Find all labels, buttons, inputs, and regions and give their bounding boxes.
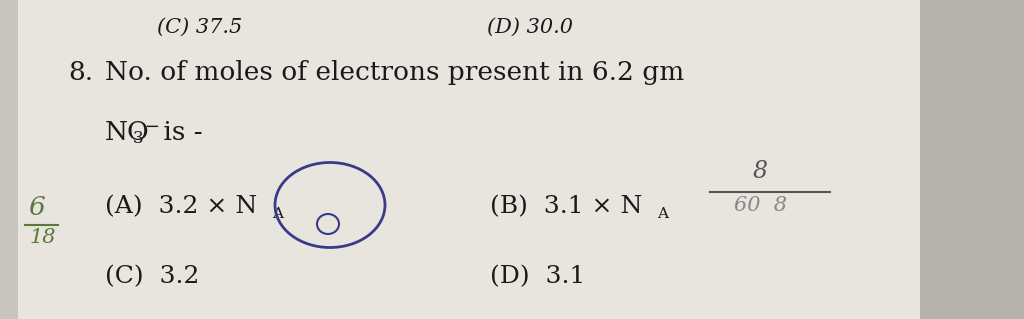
Text: (A)  3.2 × N: (A) 3.2 × N (105, 195, 257, 218)
FancyBboxPatch shape (920, 0, 1024, 319)
Text: No. of moles of electrons present in 6.2 gm: No. of moles of electrons present in 6.2… (105, 60, 684, 85)
Text: 3: 3 (133, 130, 143, 147)
Text: (D) 30.0: (D) 30.0 (487, 18, 573, 37)
Text: (C)  3.2: (C) 3.2 (105, 265, 200, 288)
Text: 6: 6 (28, 195, 45, 220)
Text: (B)  3.1 × N: (B) 3.1 × N (490, 195, 642, 218)
Text: (D)  3.1: (D) 3.1 (490, 265, 586, 288)
Text: is -: is - (155, 120, 203, 145)
Text: 8: 8 (753, 160, 768, 183)
Text: (C) 37.5: (C) 37.5 (158, 18, 243, 37)
Text: A: A (272, 207, 283, 221)
Text: A: A (657, 207, 668, 221)
Text: 8.: 8. (68, 60, 93, 85)
Text: −: − (144, 118, 159, 136)
FancyBboxPatch shape (18, 0, 978, 319)
Text: NO: NO (105, 120, 150, 145)
Text: 60  8: 60 8 (733, 196, 786, 215)
Text: 18: 18 (30, 228, 56, 247)
